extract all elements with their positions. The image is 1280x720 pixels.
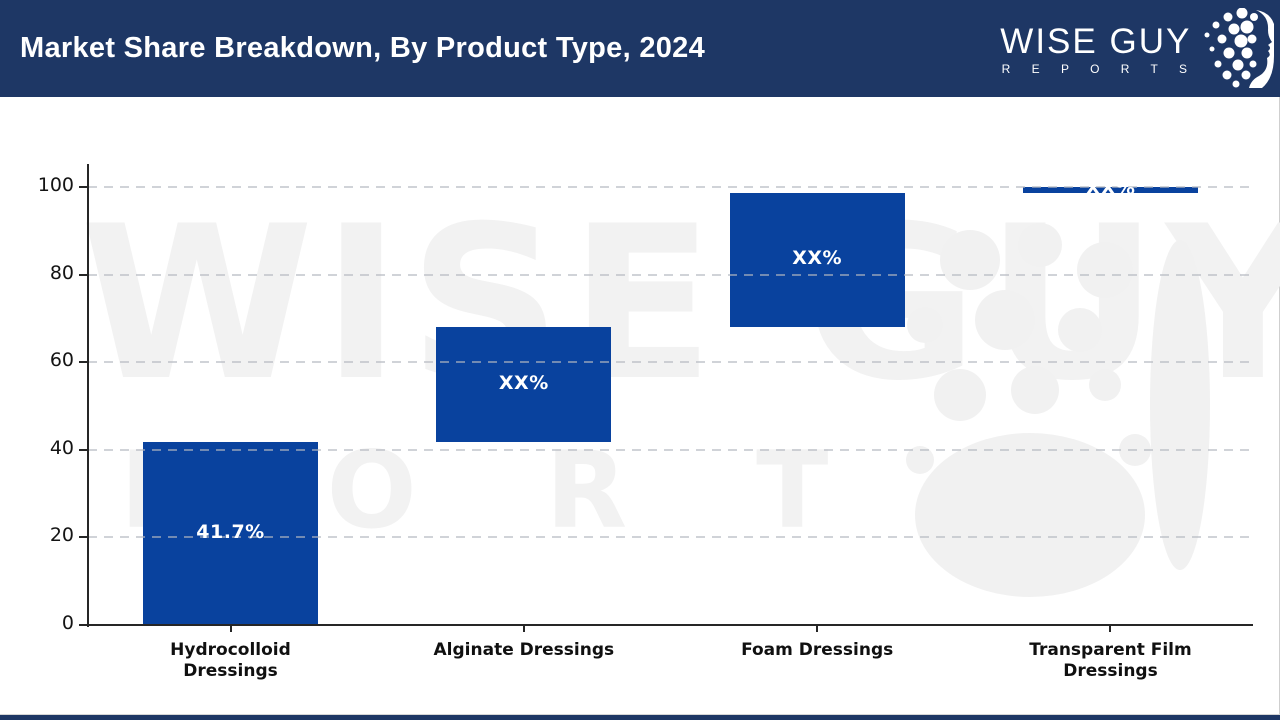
y-tick-label: 40 bbox=[49, 436, 74, 459]
bar-value-label: XX% bbox=[498, 371, 549, 394]
bar-value-label: XX% bbox=[1085, 177, 1136, 200]
gridline bbox=[88, 361, 1252, 364]
x-category-label-line: Dressings bbox=[1063, 661, 1158, 681]
logo-head-icon bbox=[1204, 8, 1274, 88]
bar-value-label: 41.7% bbox=[196, 520, 265, 543]
y-tick-mark bbox=[79, 361, 87, 364]
y-tick-mark bbox=[79, 273, 87, 276]
x-tick-mark bbox=[1109, 625, 1112, 632]
x-tick-mark bbox=[816, 625, 819, 632]
x-category-label-line: Alginate Dressings bbox=[433, 640, 615, 660]
gridline bbox=[88, 536, 1252, 539]
wiseguy-logo: WISE GUY R E P O R T S bbox=[996, 8, 1274, 90]
x-category-label: Foam Dressings bbox=[672, 640, 962, 661]
x-category-label-line: Transparent Film bbox=[1029, 640, 1192, 660]
y-axis-line bbox=[87, 164, 89, 627]
x-category-label: Transparent Film Dressings bbox=[965, 640, 1255, 682]
gridline bbox=[88, 273, 1252, 276]
x-category-label: Hydrocolloid Dressings bbox=[86, 640, 376, 682]
x-category-label-line: Dressings bbox=[183, 661, 278, 681]
x-category-label-line: Hydrocolloid bbox=[170, 640, 291, 660]
page-title: Market Share Breakdown, By Product Type,… bbox=[20, 32, 706, 64]
y-tick-label: 100 bbox=[37, 174, 74, 196]
logo-text: WISE GUY R E P O R T S bbox=[996, 21, 1196, 76]
x-category-label-line: Foam Dressings bbox=[741, 640, 894, 660]
header: Market Share Breakdown, By Product Type,… bbox=[0, 0, 1280, 97]
y-tick-label: 80 bbox=[49, 261, 74, 284]
y-tick-mark bbox=[79, 624, 87, 626]
y-tick-label: 0 bbox=[61, 612, 74, 634]
gridline bbox=[88, 186, 1252, 188]
y-tick-mark bbox=[79, 536, 87, 539]
footer-bar bbox=[0, 715, 1280, 720]
x-tick-mark bbox=[522, 625, 525, 632]
logo-wordmark: WISE GUY bbox=[1000, 21, 1192, 61]
logo-subtext: R E P O R T S bbox=[1001, 61, 1196, 76]
bar-segment bbox=[143, 442, 318, 625]
y-tick-label: 20 bbox=[49, 524, 74, 547]
gridline bbox=[88, 448, 1252, 451]
bar-segment bbox=[1022, 187, 1198, 194]
footer-divider bbox=[0, 714, 1280, 715]
y-tick-mark bbox=[79, 448, 87, 451]
bar-segment bbox=[729, 193, 905, 328]
bar-value-label: XX% bbox=[792, 247, 843, 270]
bar-segment bbox=[436, 327, 612, 443]
y-tick-label: 60 bbox=[49, 349, 74, 372]
y-tick-mark bbox=[79, 186, 87, 188]
x-category-label: Alginate Dressings bbox=[379, 640, 669, 661]
x-axis-line bbox=[86, 624, 1253, 626]
x-tick-mark bbox=[229, 625, 232, 632]
